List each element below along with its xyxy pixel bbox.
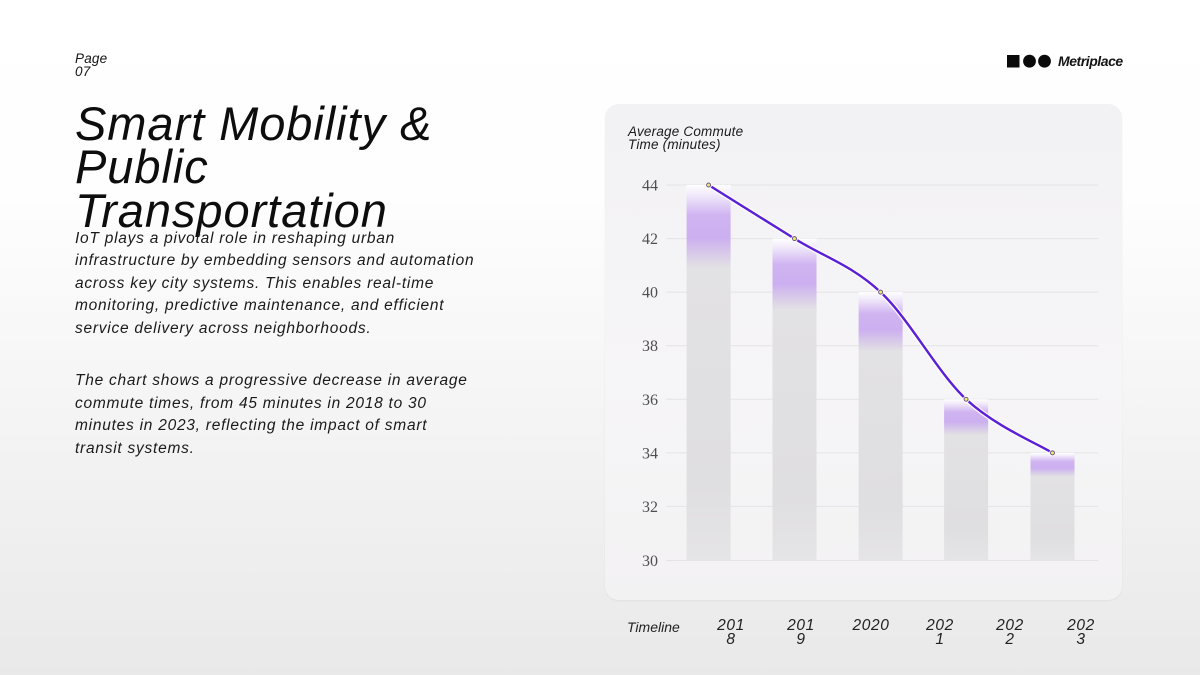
svg-text:42: 42 [642, 231, 658, 248]
svg-text:38: 38 [642, 338, 658, 355]
svg-text:32: 32 [642, 499, 658, 516]
svg-text:34: 34 [642, 445, 658, 462]
svg-text:30: 30 [642, 553, 658, 570]
svg-text:40: 40 [642, 285, 658, 302]
svg-text:36: 36 [642, 392, 658, 409]
svg-text:44: 44 [642, 178, 658, 195]
